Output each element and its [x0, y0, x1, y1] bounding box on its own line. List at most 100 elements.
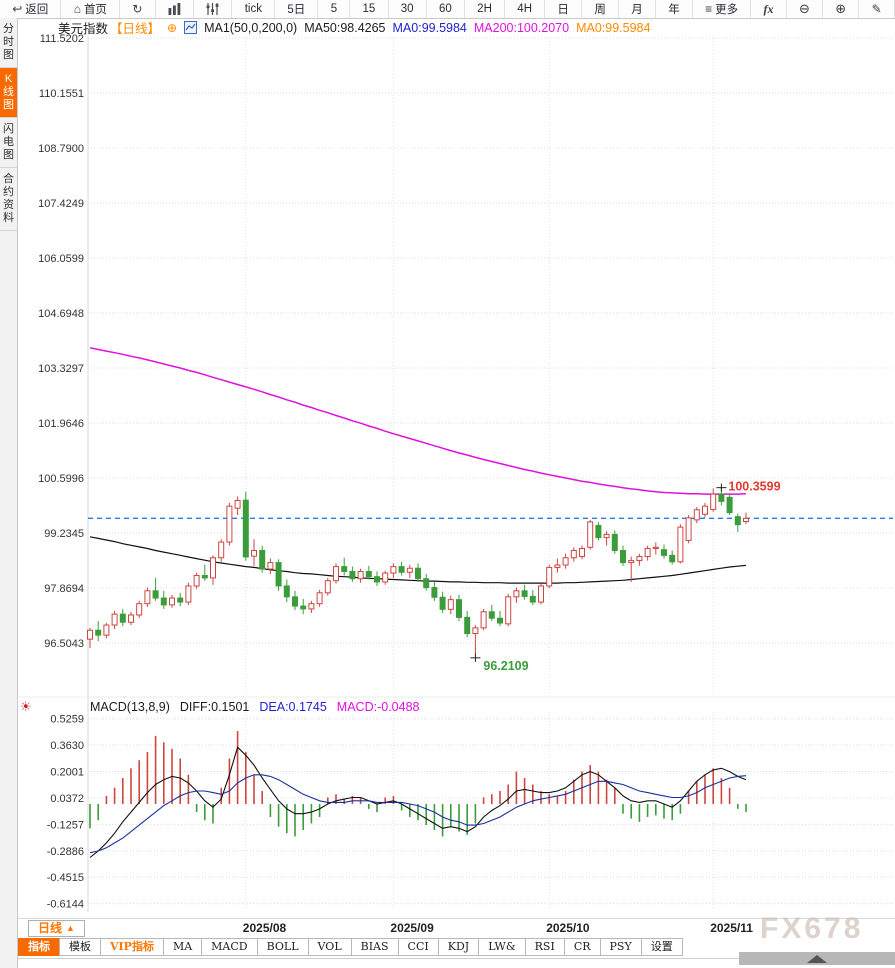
price-axis: 111.5202 110.1551 108.7900 107.4249 106.0599…: [38, 33, 84, 911]
candle: [538, 585, 544, 603]
add-indicator-icon[interactable]: ⊕: [167, 20, 178, 35]
candle: [677, 526, 684, 563]
candles-layer: [87, 487, 749, 655]
macd-settings-icon[interactable]: ☀: [20, 699, 32, 714]
indicator-tab-设置[interactable]: 设置: [640, 938, 683, 956]
indicator-tab-模板[interactable]: 模板: [59, 938, 101, 956]
back-icon: ↩: [12, 2, 23, 16]
candle: [570, 550, 577, 559]
toolbar-button-2h[interactable]: 2H: [465, 0, 506, 18]
macd-axis-tick: -0.6144: [47, 899, 84, 911]
candle: [242, 499, 249, 558]
toolbar-button-5[interactable]: 5: [318, 0, 351, 18]
chart-title-row: 美元指数 【日线】 ⊕ MA1(50,0,200,0) MA50:98.4265…: [58, 20, 651, 37]
toolbar-button-15[interactable]: 15: [350, 0, 389, 18]
candle: [275, 562, 282, 587]
ma50-value: MA50:98.4265: [304, 20, 386, 35]
candle: [201, 574, 208, 579]
toolbar-button-home[interactable]: ⌂ 首页: [61, 0, 121, 18]
price-axis-tick: 111.5202: [40, 33, 84, 45]
refresh-icon: ↻: [132, 2, 143, 16]
indicator-tab-BIAS[interactable]: BIAS: [350, 938, 399, 956]
toolbar-button-zoom-out[interactable]: ⊖: [787, 0, 824, 18]
indicator-tab-LW&[interactable]: LW&: [478, 938, 526, 956]
toolbar-button-zoom-in[interactable]: ⊕: [823, 0, 860, 18]
toolbar-button-indicator-sliders[interactable]: [194, 0, 233, 18]
candle: [628, 560, 635, 564]
macd-dea-value: DEA:0.1745: [259, 700, 327, 714]
toolbar-button-back[interactable]: ↩ 返回: [0, 0, 62, 18]
candle: [95, 629, 102, 636]
sidebar-item-分时图[interactable]: 分时图: [0, 18, 17, 68]
candle: [595, 525, 602, 539]
toolbar-button-label: 5: [330, 3, 338, 15]
toolbar-button-draw[interactable]: ✎: [859, 0, 895, 18]
ma200-value: MA200:100.2070: [473, 20, 570, 35]
high-price-label: 100.3599: [728, 480, 780, 494]
toolbar-button-tick[interactable]: tick: [232, 0, 276, 18]
ma200-line: [89, 347, 747, 495]
macd-axis-tick: 0.2001: [50, 767, 84, 779]
toolbar-button-label: 月: [631, 4, 643, 16]
toolbar-button-candle-chart[interactable]: [156, 0, 195, 18]
indicator-tab-MACD[interactable]: MACD: [201, 938, 258, 956]
collapse-panel-button[interactable]: [739, 952, 895, 965]
toolbar-button-fx[interactable]: fx: [751, 0, 787, 18]
candle-chart-icon: [168, 3, 181, 15]
toolbar-button-refresh[interactable]: ↻: [120, 0, 156, 18]
zoom-in-icon: ⊕: [835, 1, 847, 16]
fx-icon: fx: [763, 2, 774, 16]
candle: [562, 557, 569, 566]
candle: [497, 617, 503, 624]
macd-hist-value: MACD:-0.0488: [336, 700, 420, 714]
mini-chart-icon[interactable]: [184, 21, 198, 34]
macd-diff-value: DIFF:0.1501: [179, 700, 250, 714]
toolbar-button-60[interactable]: 60: [427, 0, 465, 18]
indicator-tab-指标[interactable]: 指标: [18, 938, 60, 956]
candle: [718, 493, 725, 502]
candle: [103, 624, 110, 636]
indicator-tab-MA[interactable]: MA: [162, 938, 203, 956]
toolbar-button-month[interactable]: 月: [619, 0, 656, 18]
candle: [341, 566, 348, 572]
sidebar-item-合约资料[interactable]: 合约资料: [0, 168, 17, 231]
ma-settings-label: MA1(50,0,200,0): [204, 20, 298, 35]
indicator-tab-VOL[interactable]: VOL: [307, 938, 352, 956]
toolbar-button-more[interactable]: ≡ 更多: [693, 0, 752, 18]
toolbar-button-label: 30: [400, 3, 414, 15]
diff-line: [89, 746, 747, 858]
indicator-tab-CCI[interactable]: CCI: [397, 938, 439, 956]
candle: [447, 599, 454, 610]
candle: [267, 562, 274, 570]
ma0-value-orange: MA0:99.5984: [576, 20, 651, 35]
candle: [251, 550, 257, 557]
period-dropdown-button[interactable]: 日线 ▲: [28, 920, 85, 937]
toolbar-button-30[interactable]: 30: [389, 0, 427, 18]
candle: [292, 596, 298, 607]
ma0-value-blue: MA0:99.5984: [392, 20, 467, 35]
candle: [193, 574, 200, 587]
low-price-label: 96.2109: [483, 659, 528, 673]
candle: [620, 550, 626, 564]
toolbar-button-4h[interactable]: 4H: [505, 0, 546, 18]
toolbar-button-label: 5日: [287, 4, 306, 16]
candle: [636, 556, 643, 562]
x-axis-strip: 日线 ▲ 2025/08 2025/09 2025/10 2025/11: [18, 918, 895, 939]
toolbar-button-5d[interactable]: 5日: [275, 0, 319, 18]
toolbar-button-day[interactable]: 日: [545, 0, 583, 18]
sidebar-item-K线图[interactable]: K线图: [0, 68, 17, 118]
candle: [87, 629, 93, 640]
candle: [726, 496, 733, 514]
indicator-tab-CR[interactable]: CR: [563, 938, 601, 956]
indicator-tab-KDJ[interactable]: KDJ: [437, 938, 480, 956]
period-tag: 【日线】: [110, 22, 161, 36]
sidebar-item-闪电图[interactable]: 闪电图: [0, 118, 17, 168]
indicator-tab-PSY[interactable]: PSY: [599, 938, 642, 956]
indicator-tab-VIP指标[interactable]: VIP指标: [100, 938, 164, 956]
toolbar-button-week[interactable]: 周: [582, 0, 620, 18]
toolbar-button-year[interactable]: 年: [656, 0, 693, 18]
indicator-tab-RSI[interactable]: RSI: [524, 938, 565, 956]
indicator-tab-BOLL[interactable]: BOLL: [256, 938, 309, 956]
candle: [152, 590, 159, 599]
